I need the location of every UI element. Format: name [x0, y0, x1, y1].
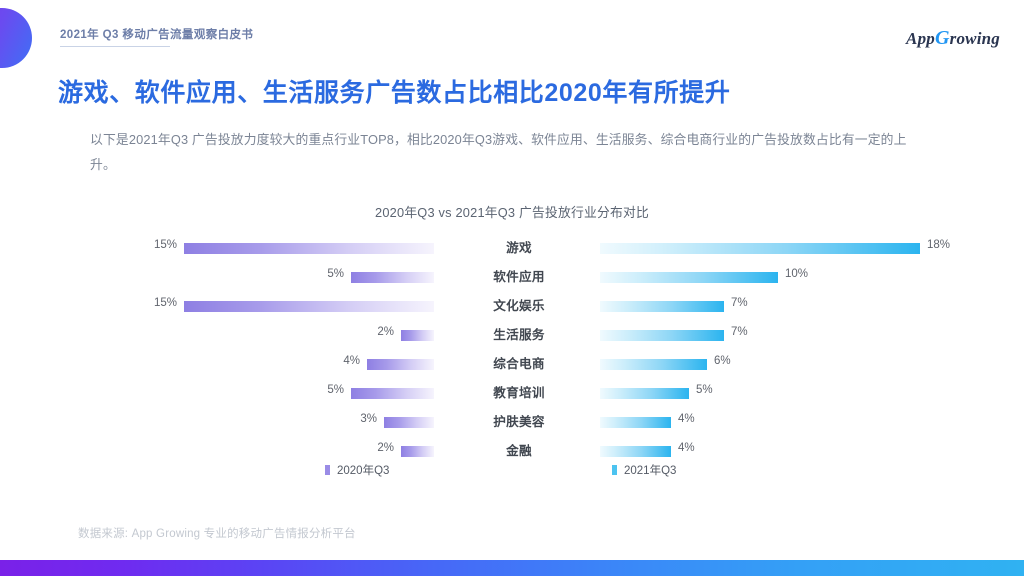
bar-2020	[367, 359, 434, 370]
chart-row: 5% 教育培训 5%	[0, 379, 1024, 408]
page-title: 游戏、软件应用、生活服务广告数占比相比2020年有所提升	[58, 78, 731, 107]
bar-fill-2021	[600, 243, 920, 254]
chart-row-right-series: 7%	[600, 292, 1024, 321]
bar-2021	[600, 359, 707, 370]
bar-2020	[401, 330, 434, 341]
intro-paragraph: 以下是2021年Q3 广告投放力度较大的重点行业TOP8，相比2020年Q3游戏…	[90, 131, 907, 173]
chart-row-left-series: 5%	[0, 263, 438, 292]
bar-value-2020: 15%	[153, 297, 177, 309]
bar-fill-2021	[600, 272, 778, 283]
eyebrow-divider	[60, 46, 170, 47]
data-source-note: 数据来源: App Growing 专业的移动广告情报分析平台	[78, 528, 356, 540]
bar-fill-2020	[351, 272, 434, 283]
category-label: 金融	[506, 444, 532, 458]
bar-2021	[600, 446, 671, 457]
decorative-blob-top-left	[0, 8, 32, 68]
logo-text-app: App	[906, 29, 935, 48]
chart-row-left-series: 15%	[0, 292, 438, 321]
category-label: 教育培训	[493, 386, 545, 400]
bar-fill-2020	[384, 417, 434, 428]
chart-row: 5% 软件应用 10%	[0, 263, 1024, 292]
bar-2021	[600, 272, 778, 283]
bar-value-2020: 5%	[327, 268, 344, 280]
decorative-gradient-bottom-bar	[0, 560, 1024, 576]
category-label: 护肤美容	[493, 415, 545, 429]
chart-row-right-series: 10%	[600, 263, 1024, 292]
chart-row-left-series: 15%	[0, 234, 438, 263]
bar-fill-2020	[184, 301, 434, 312]
category-label: 文化娱乐	[493, 299, 545, 313]
chart-row-right-series: 6%	[600, 350, 1024, 379]
bar-2020	[184, 301, 434, 312]
chart-row-left-series: 4%	[0, 350, 438, 379]
bar-value-2020: 2%	[377, 442, 394, 454]
chart-row: 15% 文化娱乐 7%	[0, 292, 1024, 321]
chart-row-right-series: 18%	[600, 234, 1024, 263]
chart-row-left-series: 5%	[0, 379, 438, 408]
bar-fill-2020	[367, 359, 434, 370]
bar-value-2021: 7%	[731, 297, 748, 309]
logo-text-growing: rowing	[949, 29, 1000, 48]
bar-value-2020: 15%	[153, 239, 177, 251]
app-growing-logo: AppGrowing	[906, 27, 1000, 50]
bar-value-2020: 3%	[360, 413, 377, 425]
bar-2021	[600, 417, 671, 428]
chart-row-right-series: 4%	[600, 408, 1024, 437]
chart-row-left-series: 2%	[0, 321, 438, 350]
chart-row: 2% 生活服务 7%	[0, 321, 1024, 350]
category-label: 软件应用	[493, 270, 545, 284]
bar-fill-2021	[600, 446, 671, 457]
bar-value-2021: 4%	[678, 413, 695, 425]
chart-row-right-series: 7%	[600, 321, 1024, 350]
bar-2021	[600, 388, 689, 399]
bar-2021	[600, 301, 724, 312]
chart-row-right-series: 5%	[600, 379, 1024, 408]
bar-value-2021: 5%	[696, 384, 713, 396]
diverging-bar-chart: 15% 游戏 18% 5% 软件应用 10% 15% 文化娱乐 7% 2% 生活服务 7% 4% 综合电商…	[0, 234, 1024, 466]
category-label: 游戏	[506, 241, 532, 255]
legend-swatch-purple-icon	[325, 465, 330, 475]
bar-value-2021: 7%	[731, 326, 748, 338]
bar-2020	[184, 243, 434, 254]
bar-2020	[351, 272, 434, 283]
bar-value-2021: 18%	[927, 239, 951, 251]
document-eyebrow-label: 2021年 Q3 移动广告流量观察白皮书	[60, 29, 254, 41]
legend-label-2020: 2020年Q3	[337, 465, 390, 477]
bar-value-2021: 10%	[785, 268, 809, 280]
legend-swatch-cyan-icon	[612, 465, 617, 475]
bar-value-2020: 2%	[377, 326, 394, 338]
chart-row-right-series: 4%	[600, 437, 1024, 466]
bar-2020	[384, 417, 434, 428]
chart-row-left-series: 3%	[0, 408, 438, 437]
bar-fill-2020	[401, 330, 434, 341]
bar-fill-2021	[600, 359, 707, 370]
bar-fill-2021	[600, 301, 724, 312]
bar-value-2021: 4%	[678, 442, 695, 454]
bar-fill-2021	[600, 330, 724, 341]
bar-fill-2020	[184, 243, 434, 254]
bar-2020	[401, 446, 434, 457]
bar-2021	[600, 243, 920, 254]
chart-row: 2% 金融 4%	[0, 437, 1024, 466]
legend-item-2020: 2020年Q3	[325, 462, 389, 478]
logo-g-mark-icon: G	[935, 27, 950, 49]
category-label: 生活服务	[493, 328, 545, 342]
bar-value-2020: 4%	[343, 355, 360, 367]
category-label: 综合电商	[493, 357, 545, 371]
chart-title: 2020年Q3 vs 2021年Q3 广告投放行业分布对比	[375, 205, 649, 220]
chart-row: 3% 护肤美容 4%	[0, 408, 1024, 437]
bar-value-2021: 6%	[714, 355, 731, 367]
bar-2020	[351, 388, 434, 399]
bar-fill-2020	[351, 388, 434, 399]
bar-fill-2021	[600, 417, 671, 428]
bar-fill-2020	[401, 446, 434, 457]
legend-item-2021: 2021年Q3	[612, 462, 676, 478]
chart-row: 4% 综合电商 6%	[0, 350, 1024, 379]
bar-2021	[600, 330, 724, 341]
chart-row-left-series: 2%	[0, 437, 438, 466]
chart-row: 15% 游戏 18%	[0, 234, 1024, 263]
bar-value-2020: 5%	[327, 384, 344, 396]
bar-fill-2021	[600, 388, 689, 399]
legend-label-2021: 2021年Q3	[624, 465, 677, 477]
